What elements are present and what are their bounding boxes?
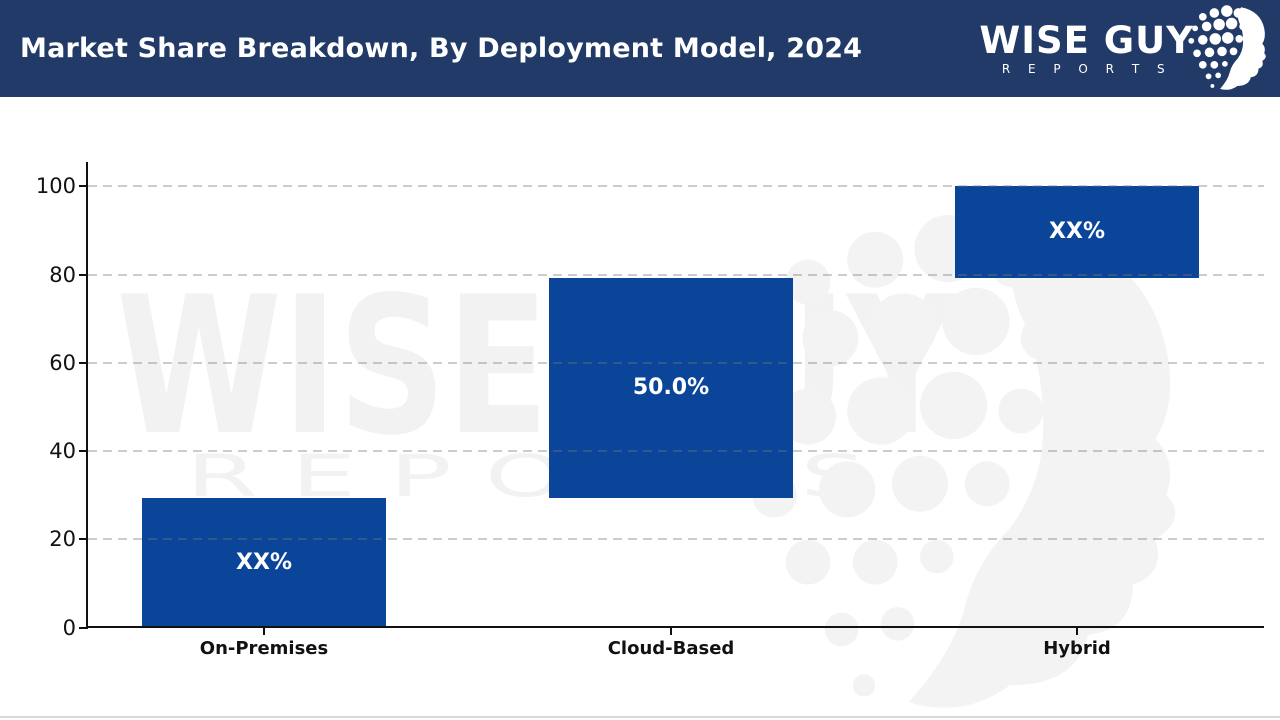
y-axis-line — [86, 162, 88, 628]
logo-head-icon — [1188, 5, 1266, 90]
y-tick-0 — [79, 626, 88, 629]
bottom-divider — [0, 716, 1280, 718]
bar-value-label: XX% — [236, 550, 292, 576]
x-category-label: On-Premises — [199, 638, 329, 659]
header-bar: Market Share Breakdown, By Deployment Mo… — [0, 0, 1280, 97]
y-tick-label-20: 20 — [49, 527, 76, 552]
y-tick-40 — [79, 450, 88, 453]
x-category-label: Cloud-Based — [607, 638, 735, 659]
logo-text-block: WISE GUY R E P O R T S — [979, 22, 1194, 76]
y-tick-60 — [79, 361, 88, 364]
x-category-label: Hybrid — [1043, 638, 1111, 659]
x-tick-2 — [670, 628, 672, 635]
page-title: Market Share Breakdown, By Deployment Mo… — [20, 33, 863, 64]
y-tick-label-0: 0 — [62, 615, 76, 640]
logo-subname: R E P O R T S — [1001, 61, 1172, 76]
x-tick-3 — [1076, 628, 1078, 635]
bar-hybrid: XX% — [955, 186, 1199, 278]
bar-cloud-based: 50.0% — [549, 277, 793, 499]
x-tick-1 — [263, 628, 265, 635]
bar-value-label: 50.0% — [632, 375, 710, 401]
wiseguy-logo: WISE GUY R E P O R T S — [979, 5, 1280, 92]
y-tick-label-40: 40 — [49, 439, 76, 464]
y-tick-label-80: 80 — [49, 262, 76, 287]
y-tick-label-60: 60 — [49, 350, 76, 375]
y-tick-100 — [79, 185, 88, 188]
watermark-wiseguy-text: WISE GUY — [116, 256, 958, 477]
y-tick-20 — [79, 538, 88, 541]
x-axis-line — [86, 626, 1264, 628]
bar-on-premises: XX% — [142, 498, 386, 628]
y-tick-label-100: 100 — [35, 174, 76, 199]
bar-value-label: XX% — [1049, 219, 1105, 245]
y-tick-80 — [79, 273, 88, 276]
logo-name: WISE GUY — [979, 18, 1194, 62]
